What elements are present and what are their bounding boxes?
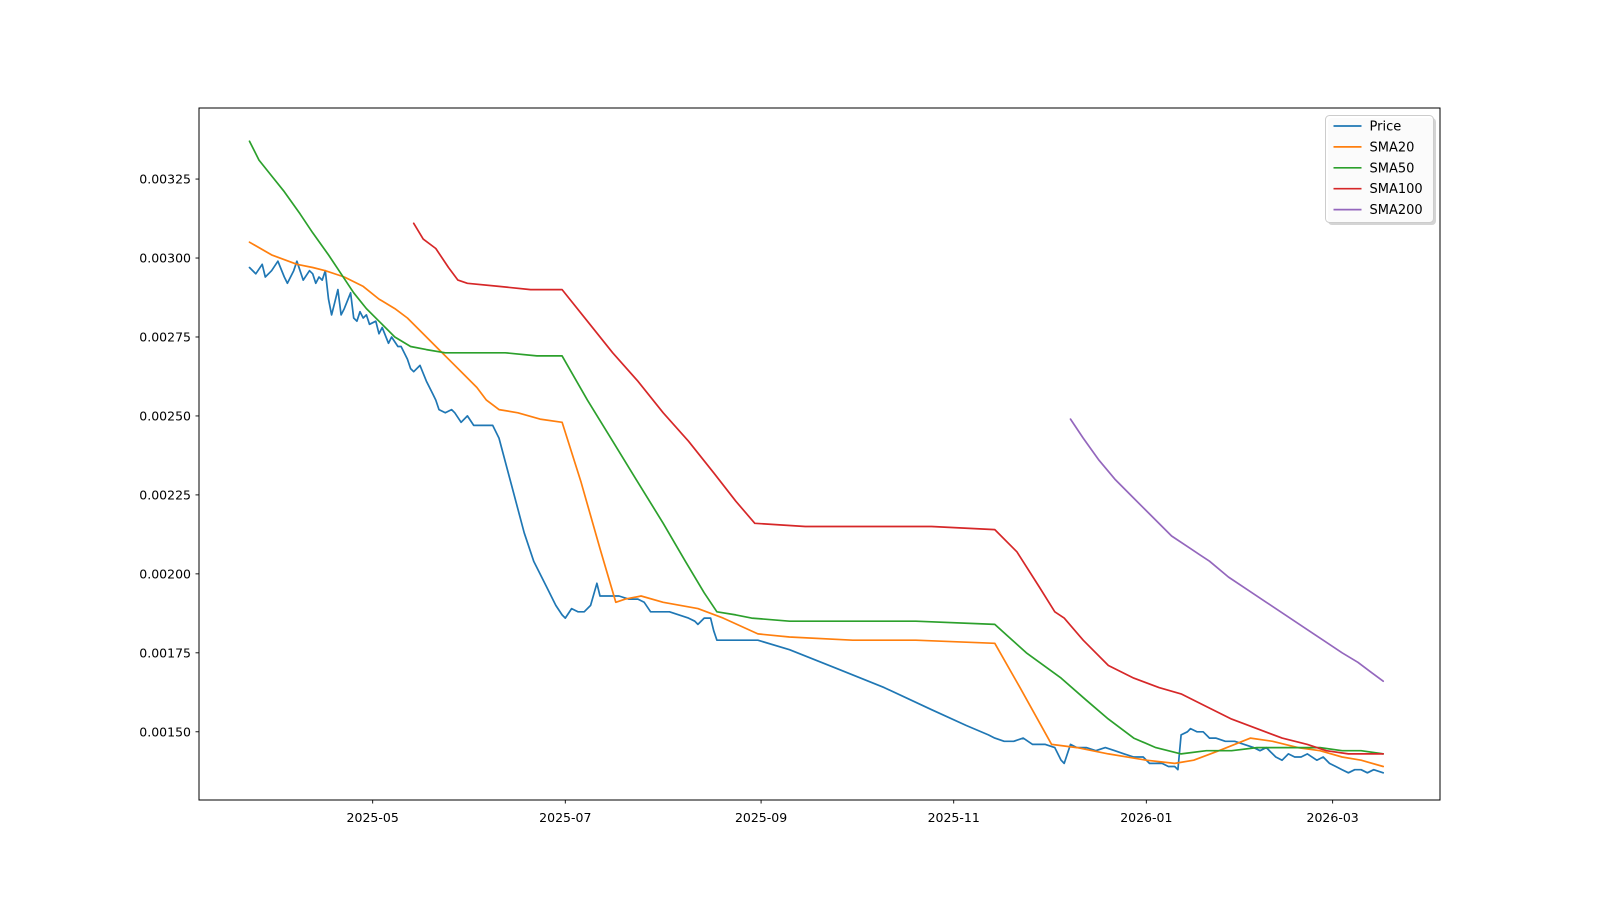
legend-frame — [1325, 115, 1434, 223]
legend-item-price: Price — [1333, 120, 1402, 135]
legend-label: Price — [1370, 120, 1402, 135]
price-line — [248, 260, 1385, 774]
legend: Price SMA20 SMA50 SMA100 SMA200 — [1325, 115, 1436, 225]
y-tick-label: 0.00200 — [139, 566, 191, 581]
sma50-line — [248, 140, 1385, 755]
legend-label: SMA200 — [1370, 203, 1423, 218]
y-tick-label: 0.00250 — [139, 408, 191, 423]
y-tick-label: 0.00150 — [139, 724, 191, 739]
x-tick-label: 2025-05 — [347, 810, 399, 825]
sma200-line — [1069, 418, 1385, 683]
sma20-line — [248, 241, 1385, 768]
x-tick-label: 2025-11 — [928, 810, 980, 825]
legend-label: SMA100 — [1370, 182, 1423, 197]
sma100-line — [412, 222, 1385, 755]
x-tick-label: 2026-03 — [1307, 810, 1359, 825]
legend-item-sma200: SMA200 — [1333, 203, 1423, 218]
x-tick-label: 2026-01 — [1120, 810, 1172, 825]
x-tick-label: 2025-09 — [735, 810, 787, 825]
y-tick-label: 0.00325 — [139, 172, 191, 187]
legend-label: SMA20 — [1370, 140, 1415, 155]
plot-border — [198, 107, 1441, 801]
legend-item-sma50: SMA50 — [1333, 161, 1415, 176]
y-tick-label: 0.00275 — [139, 329, 191, 344]
legend-item-sma20: SMA20 — [1333, 140, 1415, 155]
x-tick-label: 2025-07 — [539, 810, 591, 825]
y-tick-label: 0.00300 — [139, 251, 191, 266]
legend-item-sma100: SMA100 — [1333, 182, 1423, 197]
legend-label: SMA50 — [1370, 161, 1415, 176]
y-tick-label: 0.00175 — [139, 645, 191, 660]
y-tick-label: 0.00225 — [139, 487, 191, 502]
